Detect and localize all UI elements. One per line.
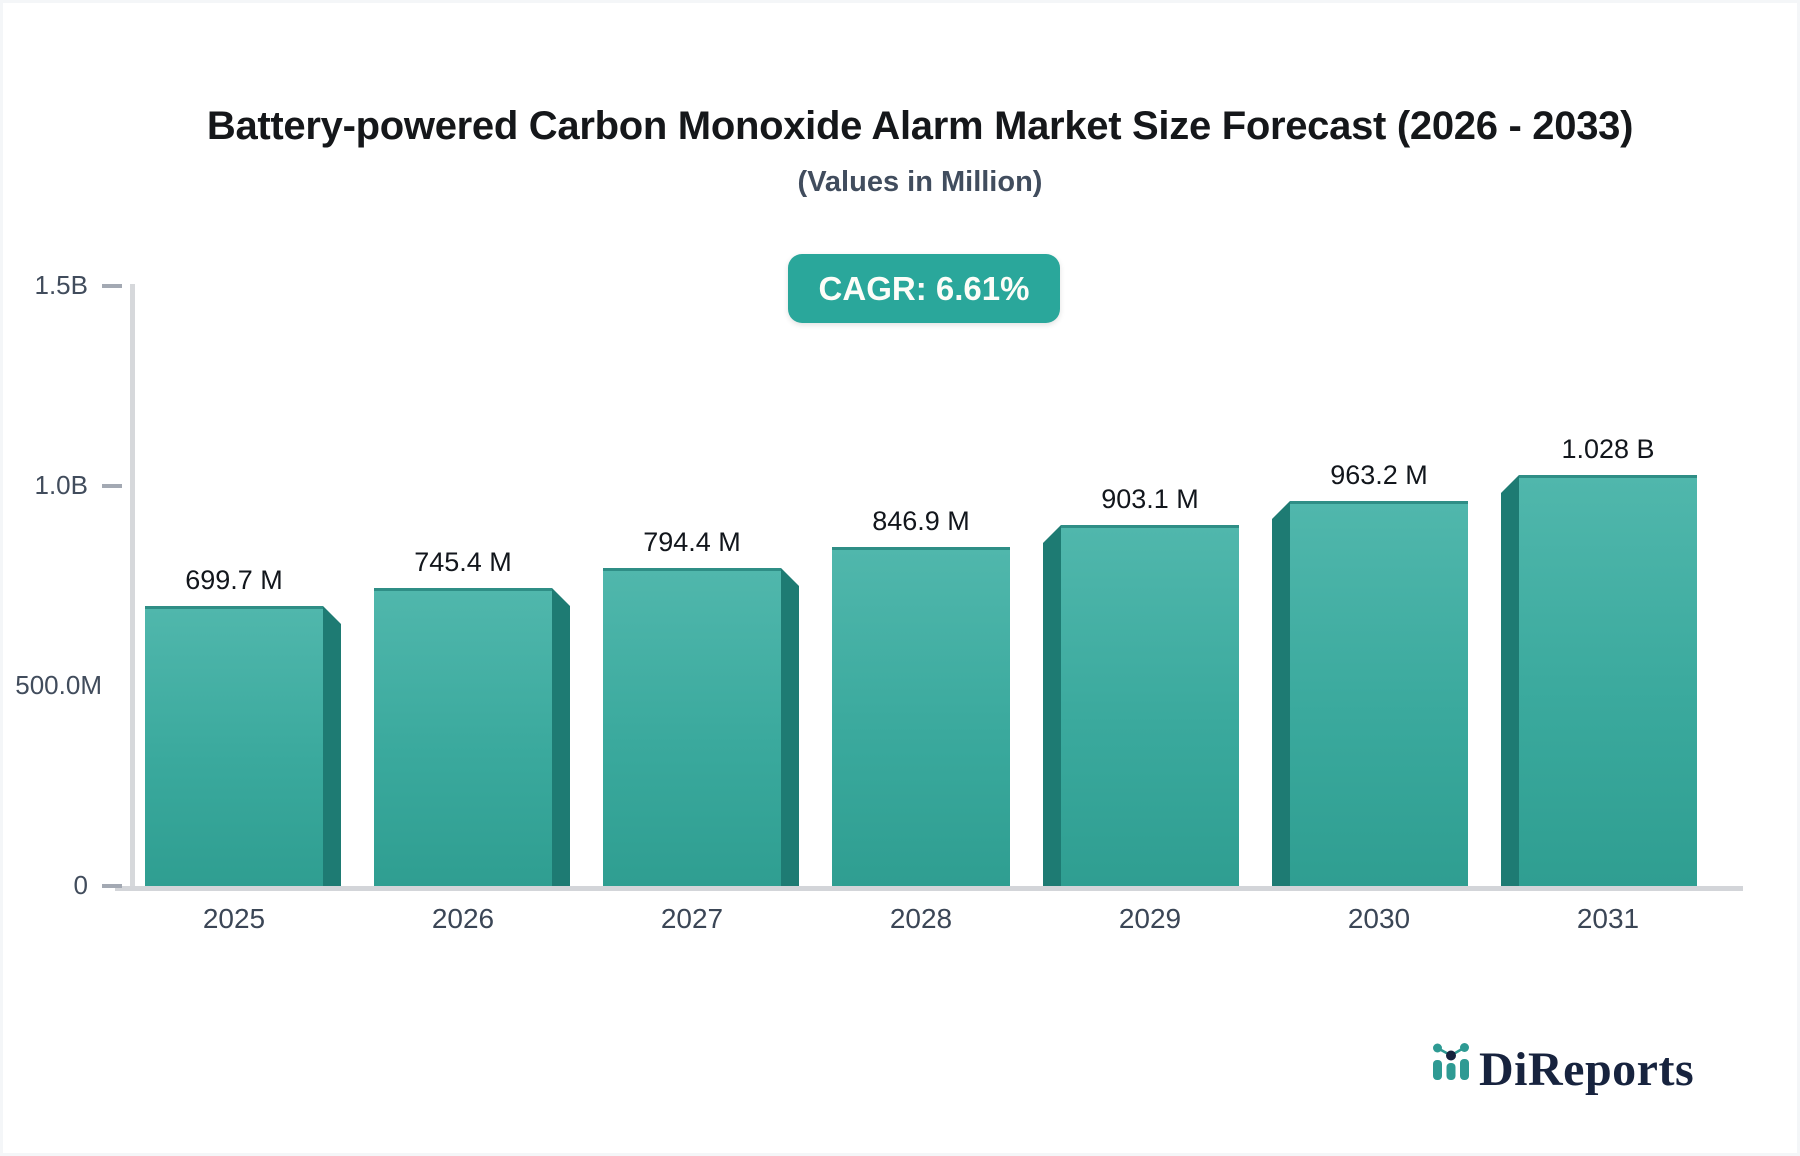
bar-2028 bbox=[832, 547, 1010, 886]
x-axis-baseline bbox=[115, 886, 1743, 891]
bar-3d-bevel bbox=[1272, 501, 1290, 886]
y-tick-dash bbox=[102, 884, 122, 888]
bar-3d-bevel bbox=[323, 606, 341, 886]
y-tick-label: 500.0M bbox=[15, 670, 102, 700]
bar-2027 bbox=[603, 568, 781, 886]
y-axis-line bbox=[130, 284, 135, 888]
y-tick-dash bbox=[102, 284, 122, 288]
page-title: Battery-powered Carbon Monoxide Alarm Ma… bbox=[206, 104, 1634, 148]
y-tick-label: 0 bbox=[73, 870, 88, 900]
y-tick-label: 1.0B bbox=[34, 470, 89, 500]
bar-2031 bbox=[1519, 475, 1697, 886]
chart-subtitle: (Values in Million) bbox=[797, 166, 1043, 198]
cagr-badge: CAGR: 6.61% bbox=[788, 254, 1060, 323]
bar-2029 bbox=[1061, 525, 1239, 886]
bar-value-label: 745.4 M bbox=[414, 547, 512, 577]
direports-logo-text: DiReports bbox=[1479, 1043, 1695, 1096]
y-tick-label: 1.5B bbox=[34, 270, 89, 300]
x-axis-label: 2030 bbox=[1347, 903, 1411, 934]
bar-value-label: 846.9 M bbox=[872, 506, 970, 536]
x-axis-label: 2027 bbox=[660, 903, 724, 934]
bar-3d-bevel bbox=[552, 588, 570, 886]
bar-2026 bbox=[374, 588, 552, 886]
bar-value-label: 699.7 M bbox=[185, 565, 283, 595]
x-axis-label: 2026 bbox=[431, 903, 495, 934]
bar-2030 bbox=[1290, 501, 1468, 886]
bar-value-label: 794.4 M bbox=[643, 527, 741, 557]
bar-value-label: 903.1 M bbox=[1101, 484, 1199, 514]
bar-3d-bevel bbox=[1501, 475, 1519, 886]
bar-2025 bbox=[145, 606, 323, 886]
x-axis-label: 2025 bbox=[202, 903, 266, 934]
bar-3d-bevel bbox=[781, 568, 799, 886]
bar-3d-bevel bbox=[1043, 525, 1061, 886]
x-axis-label: 2028 bbox=[889, 903, 953, 934]
y-tick-dash bbox=[102, 484, 122, 488]
bar-value-label: 963.2 M bbox=[1330, 460, 1428, 490]
direports-logo-icon bbox=[1433, 1043, 1469, 1080]
x-axis-label: 2029 bbox=[1118, 903, 1182, 934]
bar-value-label: 1.028 B bbox=[1561, 434, 1655, 464]
x-axis-label: 2031 bbox=[1576, 903, 1640, 934]
